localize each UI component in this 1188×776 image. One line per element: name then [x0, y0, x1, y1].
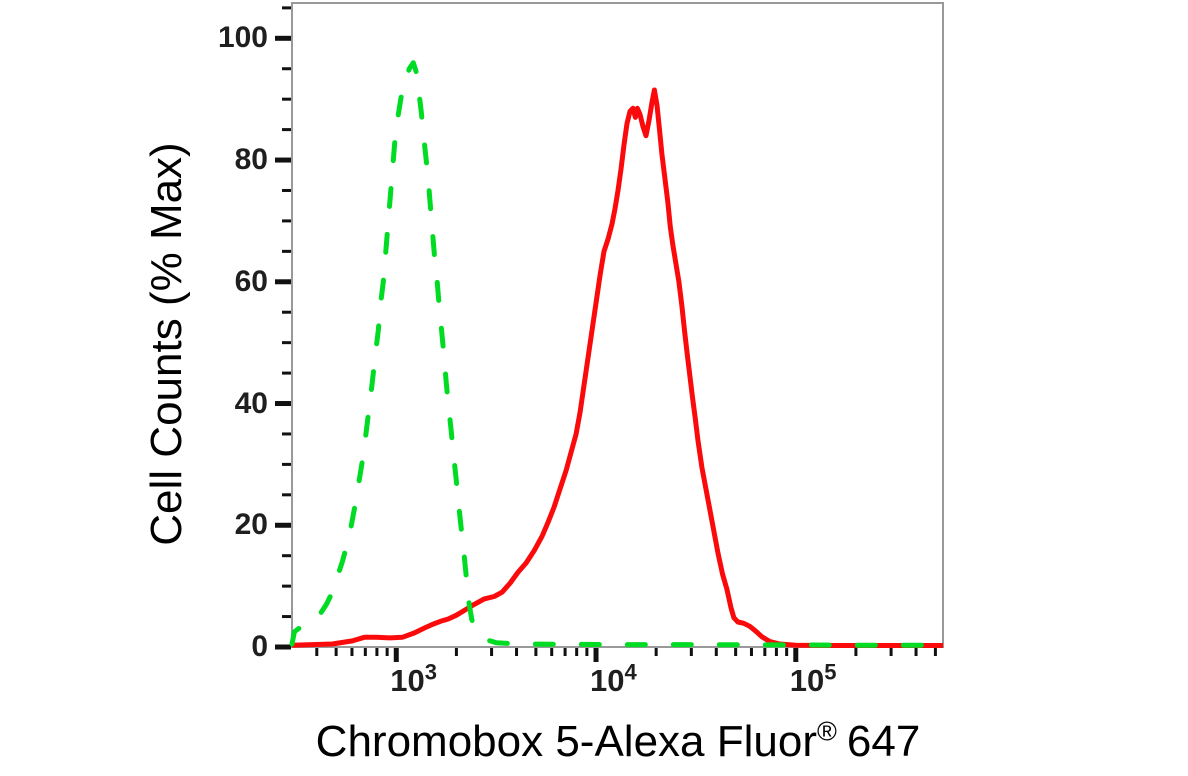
x-axis-title: Chromobox 5-Alexa Fluor® 647 — [316, 717, 921, 767]
plot-frame — [291, 2, 944, 648]
x-axis-title-main: Chromobox 5-Alexa Fluor — [315, 717, 817, 766]
green-dashed-curve — [289, 60, 946, 648]
red-solid-curve — [291, 87, 943, 648]
registered-trademark-symbol: ® — [817, 716, 837, 747]
y-axis-title: Cell Counts (% Max) — [142, 142, 191, 546]
x-axis-title-suffix: 647 — [846, 717, 921, 766]
